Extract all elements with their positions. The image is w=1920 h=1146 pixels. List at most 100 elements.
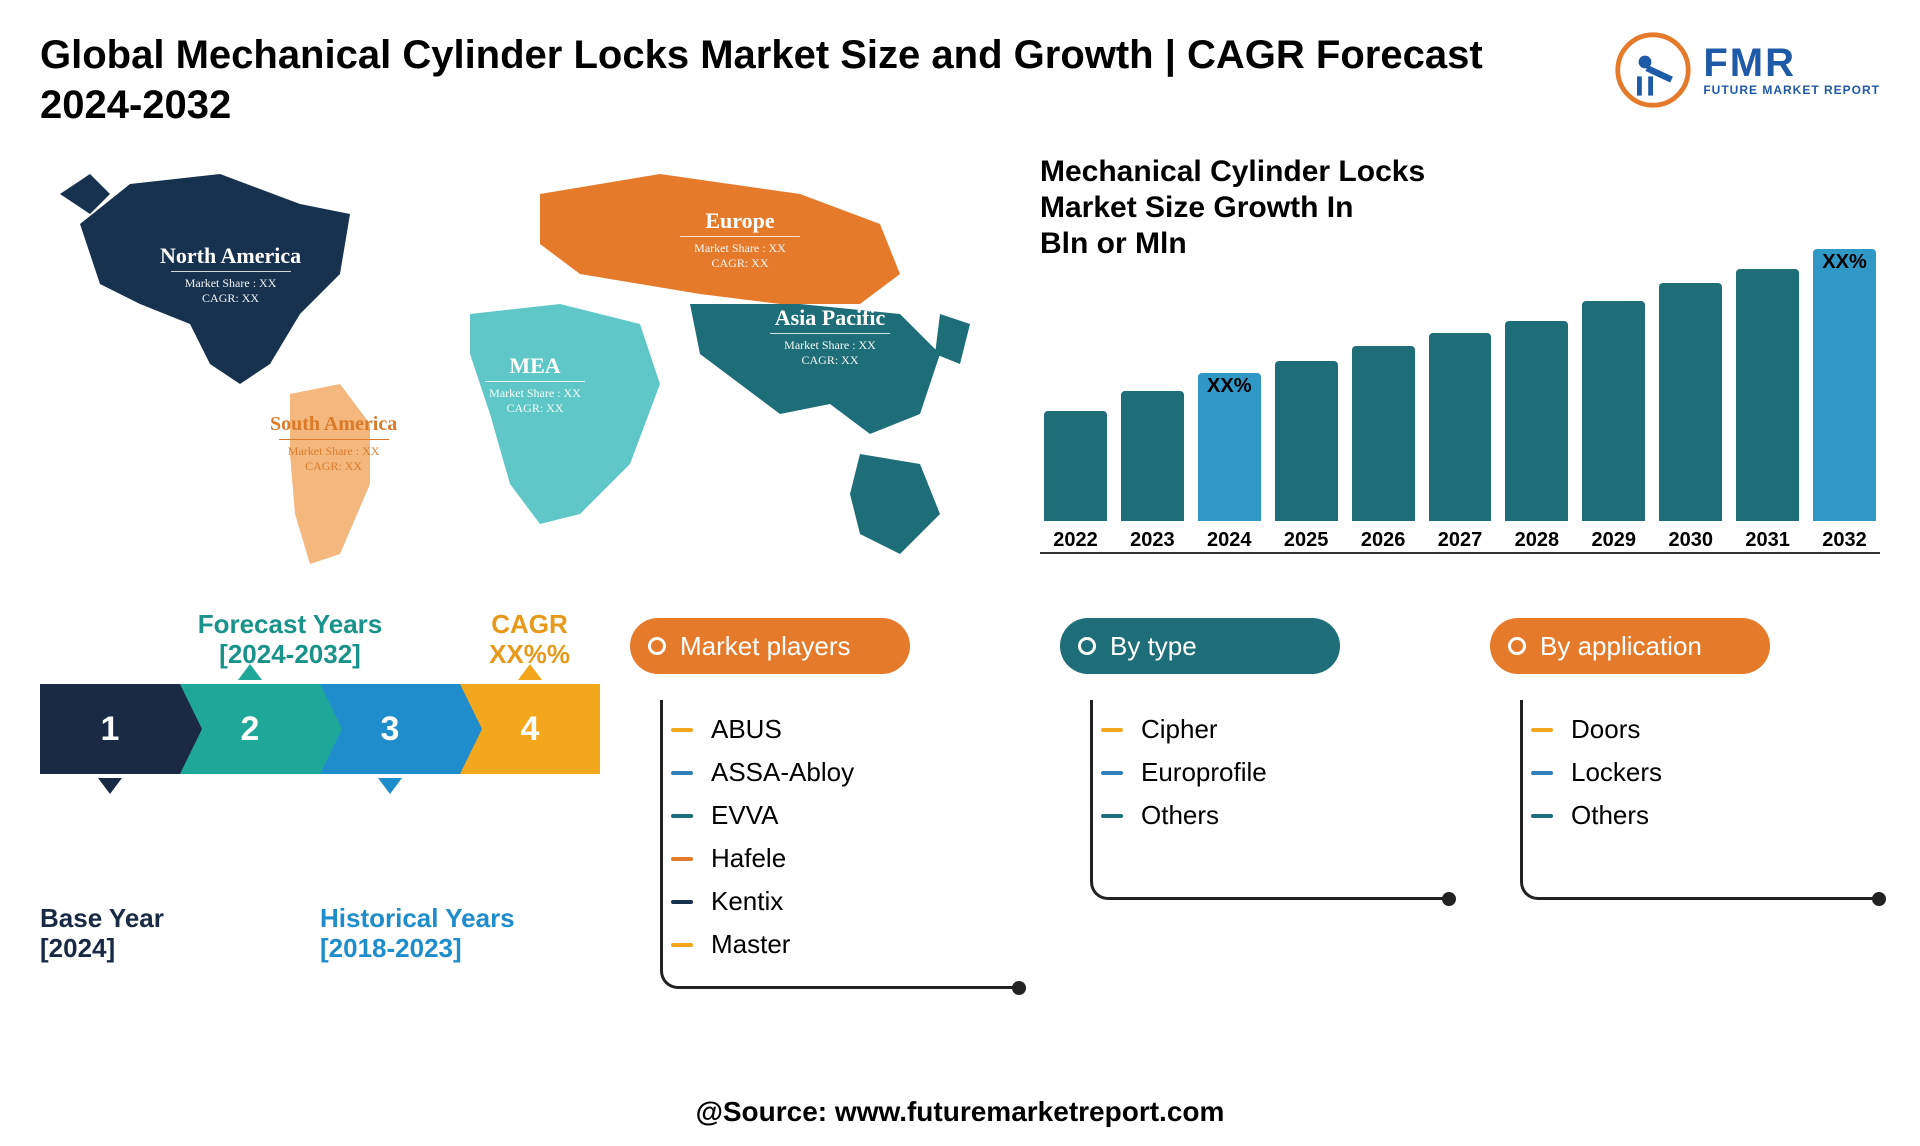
bar-year-label: 2028 <box>1515 529 1560 552</box>
bar-rect <box>1429 333 1492 521</box>
timeline-step-1: 1 <box>40 684 180 774</box>
bars: 2022 2023 XX% 2024 2025 2026 2027 2028 2029 2030 2… <box>1040 274 1880 554</box>
list-item-label: Others <box>1571 800 1649 831</box>
category-list: ABUS ASSA-Abloy EVVA Hafele Kentix Master <box>660 700 1020 989</box>
bar-rect <box>1044 411 1107 521</box>
list-item: Others <box>1523 794 1880 837</box>
label-north-america: North America Market Share : XX CAGR: XX <box>160 244 301 306</box>
arrow-down-icon <box>98 778 122 794</box>
lower-row: Forecast Years [2024-2032] CAGR XX%% 1 2… <box>40 614 1880 989</box>
bar-year-label: 2023 <box>1130 529 1175 552</box>
label-historical-years: Historical Years [2018-2023] <box>320 904 515 964</box>
tick-icon <box>671 771 693 775</box>
arrow-up-icon <box>518 664 542 680</box>
tick-icon <box>671 728 693 732</box>
bar-year-label: 2024 <box>1207 529 1252 552</box>
category-title: Market players <box>680 631 851 662</box>
arrow-up-icon <box>238 664 262 680</box>
tick-icon <box>1531 814 1553 818</box>
bar-year-label: 2025 <box>1284 529 1329 552</box>
list-item-label: Kentix <box>711 886 783 917</box>
label-cagr: CAGR XX%% <box>489 610 570 670</box>
bar-2025: 2025 <box>1275 361 1338 552</box>
bar-year-label: 2022 <box>1053 529 1098 552</box>
list-item: Cipher <box>1093 708 1450 751</box>
category-list: Doors Lockers Others <box>1520 700 1880 900</box>
bar-year-label: 2030 <box>1668 529 1713 552</box>
bullet-icon <box>1508 637 1526 655</box>
bar-2032: XX% 2032 <box>1813 249 1876 552</box>
list-item: ABUS <box>663 708 1020 751</box>
world-map: North America Market Share : XX CAGR: XX… <box>40 154 1000 574</box>
fmr-logo: FMR FUTURE MARKET REPORT <box>1613 30 1880 110</box>
list-item: Master <box>663 923 1020 966</box>
tick-icon <box>1101 771 1123 775</box>
category-by_type: By type Cipher Europrofile Others <box>1060 618 1450 989</box>
label-mea: MEA Market Share : XX CAGR: XX <box>485 354 585 416</box>
tick-icon <box>671 814 693 818</box>
header: Global Mechanical Cylinder Locks Market … <box>40 30 1880 130</box>
tick-icon <box>1531 728 1553 732</box>
list-item-label: ABUS <box>711 714 782 745</box>
tick-icon <box>671 900 693 904</box>
bar-2030: 2030 <box>1659 283 1722 552</box>
list-item: Kentix <box>663 880 1020 923</box>
category-market_players: Market players ABUS ASSA-Abloy EVVA Hafele Ke… <box>630 618 1020 989</box>
bar-year-label: 2032 <box>1822 529 1867 552</box>
tick-icon <box>1101 728 1123 732</box>
bar-rect <box>1352 346 1415 521</box>
list-item-label: ASSA-Abloy <box>711 757 854 788</box>
label-base-year: Base Year [2024] <box>40 904 164 964</box>
list-item-label: Doors <box>1571 714 1640 745</box>
tick-icon <box>671 943 693 947</box>
logo-fmr: FMR <box>1703 43 1880 83</box>
bar-callout: XX% <box>1207 375 1251 398</box>
page-title: Global Mechanical Cylinder Locks Market … <box>40 30 1560 130</box>
list-item: Doors <box>1523 708 1880 751</box>
category-title: By type <box>1110 631 1197 662</box>
bar-callout: XX% <box>1822 251 1866 274</box>
bar-rect <box>1659 283 1722 521</box>
category-by_application: By application Doors Lockers Others <box>1490 618 1880 989</box>
list-item-label: Master <box>711 929 790 960</box>
label-south-america: South America Market Share : XX CAGR: XX <box>270 414 397 474</box>
telescope-icon <box>1613 30 1693 110</box>
timeline-row: 1 2 3 4 <box>40 684 600 774</box>
category-header: By application <box>1490 618 1770 674</box>
logo-sub: FUTURE MARKET REPORT <box>1703 83 1880 97</box>
tick-icon <box>1101 814 1123 818</box>
bar-year-label: 2026 <box>1361 529 1406 552</box>
list-item: EVVA <box>663 794 1020 837</box>
bar-2027: 2027 <box>1429 333 1492 552</box>
category-header: By type <box>1060 618 1340 674</box>
bar-chart: Mechanical Cylinder Locks Market Size Gr… <box>1020 154 1880 574</box>
label-asia-pacific: Asia Pacific Market Share : XX CAGR: XX <box>770 306 890 368</box>
bar-2031: 2031 <box>1736 269 1799 552</box>
category-header: Market players <box>630 618 910 674</box>
list-item-label: Europrofile <box>1141 757 1267 788</box>
bar-rect <box>1582 301 1645 521</box>
bar-rect <box>1505 321 1568 521</box>
bar-year-label: 2027 <box>1438 529 1483 552</box>
bar-year-label: 2031 <box>1745 529 1790 552</box>
list-item: Hafele <box>663 837 1020 880</box>
category-list: Cipher Europrofile Others <box>1090 700 1450 900</box>
upper-row: North America Market Share : XX CAGR: XX… <box>40 154 1880 574</box>
bar-rect <box>1275 361 1338 521</box>
list-item: ASSA-Abloy <box>663 751 1020 794</box>
bar-2029: 2029 <box>1582 301 1645 552</box>
bar-2028: 2028 <box>1505 321 1568 552</box>
list-item-label: Hafele <box>711 843 786 874</box>
list-item-label: Cipher <box>1141 714 1218 745</box>
category-title: By application <box>1540 631 1702 662</box>
bar-rect <box>1121 391 1184 521</box>
bar-2024: XX% 2024 <box>1198 373 1261 552</box>
list-item: Others <box>1093 794 1450 837</box>
categories: Market players ABUS ASSA-Abloy EVVA Hafele Ke… <box>630 614 1880 989</box>
bar-year-label: 2029 <box>1592 529 1637 552</box>
timeline: Forecast Years [2024-2032] CAGR XX%% 1 2… <box>40 614 600 874</box>
list-item-label: Lockers <box>1571 757 1662 788</box>
label-europe: Europe Market Share : XX CAGR: XX <box>680 209 800 271</box>
bullet-icon <box>648 637 666 655</box>
bullet-icon <box>1078 637 1096 655</box>
